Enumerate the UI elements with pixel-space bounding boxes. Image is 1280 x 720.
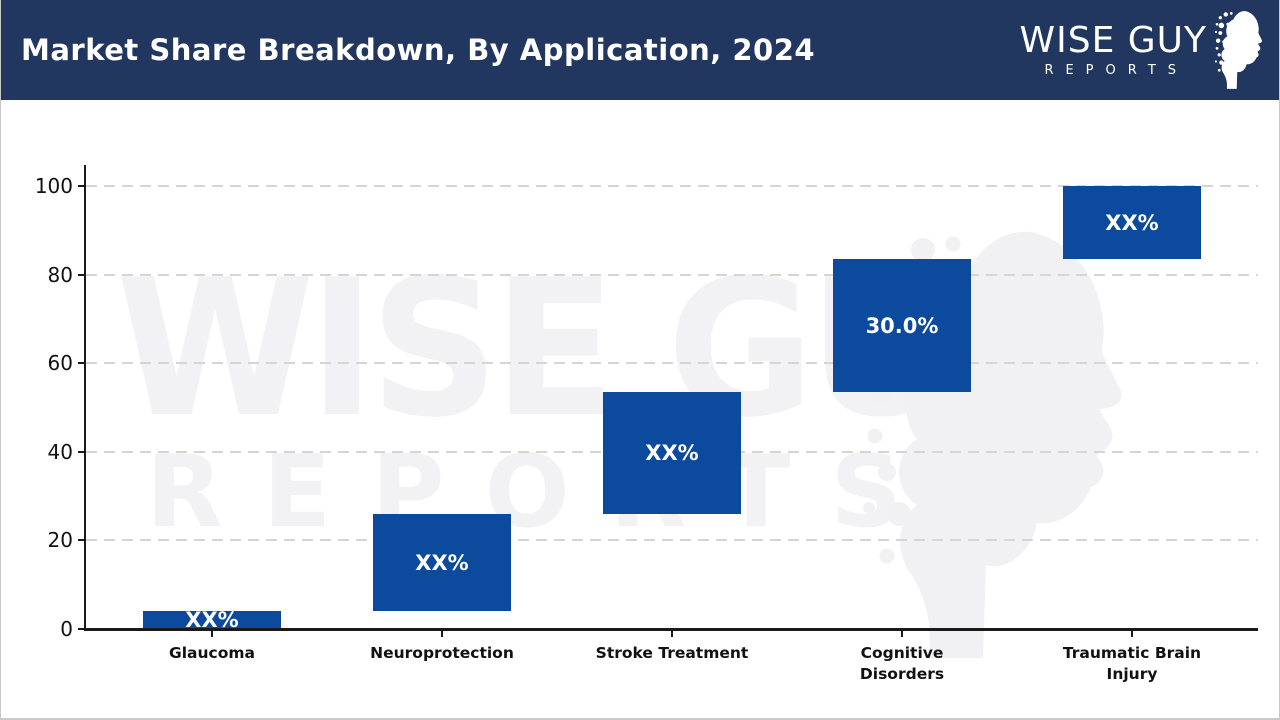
y-axis-line [84,165,86,631]
y-tick-label-40: 40 [47,439,73,464]
y-tick-mark-20 [78,539,86,542]
bar-traumatic-brain-injury [1063,186,1201,260]
wiseguy-logo: WISE GUY REPORTS [1020,8,1270,92]
y-tick-mark-60 [78,362,86,365]
logo-text: WISE GUY REPORTS [1019,20,1208,79]
y-tick-label-60: 60 [47,351,73,376]
bar-glaucoma [143,611,281,629]
bar-label-stroke-treatment: XX% [645,440,699,465]
x-tick-mark-stroke-treatment [671,629,673,637]
chart-area: WISE GUY REPORTS 0 20 40 60 80 100 XX% Glaucoma… [1,100,1279,718]
page-title: Market Share Breakdown, By Application, … [21,33,816,67]
y-tick-mark-100 [78,185,86,187]
gridline-100 [86,185,1258,187]
logo-wordmark: WISE GUY [1019,20,1207,61]
bar-stroke-treatment [603,391,741,514]
bar-label-traumatic-brain-injury: XX% [1105,210,1159,235]
header: Market Share Breakdown, By Application, … [1,0,1279,100]
logo-face-icon [1211,9,1269,91]
y-tick-mark-0 [78,628,86,630]
x-category-label-traumatic-brain-injury: Traumatic Brain Injury [1062,644,1202,683]
x-tick-mark-glaucoma [211,629,213,637]
bar-cognitive-disorders [833,259,971,392]
y-tick-mark-40 [78,450,86,453]
x-category-label-cognitive-disorders: Cognitive Disorders [859,644,945,683]
y-tick-label-20: 20 [47,528,73,553]
bar-label-glaucoma: XX% [185,608,239,633]
x-axis-line [84,628,1258,631]
y-tick-label-100: 100 [34,174,73,198]
watermark-subtext: REPORTS [146,433,943,550]
x-category-label-neuroprotection: Neuroprotection [370,644,514,662]
x-category-label-glaucoma: Glaucoma [169,644,255,662]
plot-area: 0 20 40 60 80 100 XX% Glaucoma XX% Neuroprotectio… [1,100,1279,718]
y-tick-label-0: 0 [60,617,73,641]
y-tick-label-80: 80 [47,262,73,287]
x-category-label-stroke-treatment: Stroke Treatment [595,644,749,662]
x-tick-mark-traumatic-brain-injury [1131,629,1133,637]
y-tick-mark-80 [78,273,86,276]
bar-label-cognitive-disorders: 30.0% [865,313,939,338]
gridline-60 [86,362,1258,365]
bar-label-neuroprotection: XX% [415,550,469,575]
x-tick-mark-neuroprotection [441,629,443,637]
bar-neuroprotection [373,513,511,612]
logo-subtext: REPORTS [1044,63,1189,78]
gridline-80 [86,273,1258,276]
x-tick-mark-cognitive-disorders [901,629,903,637]
gridline-20 [86,539,1258,542]
